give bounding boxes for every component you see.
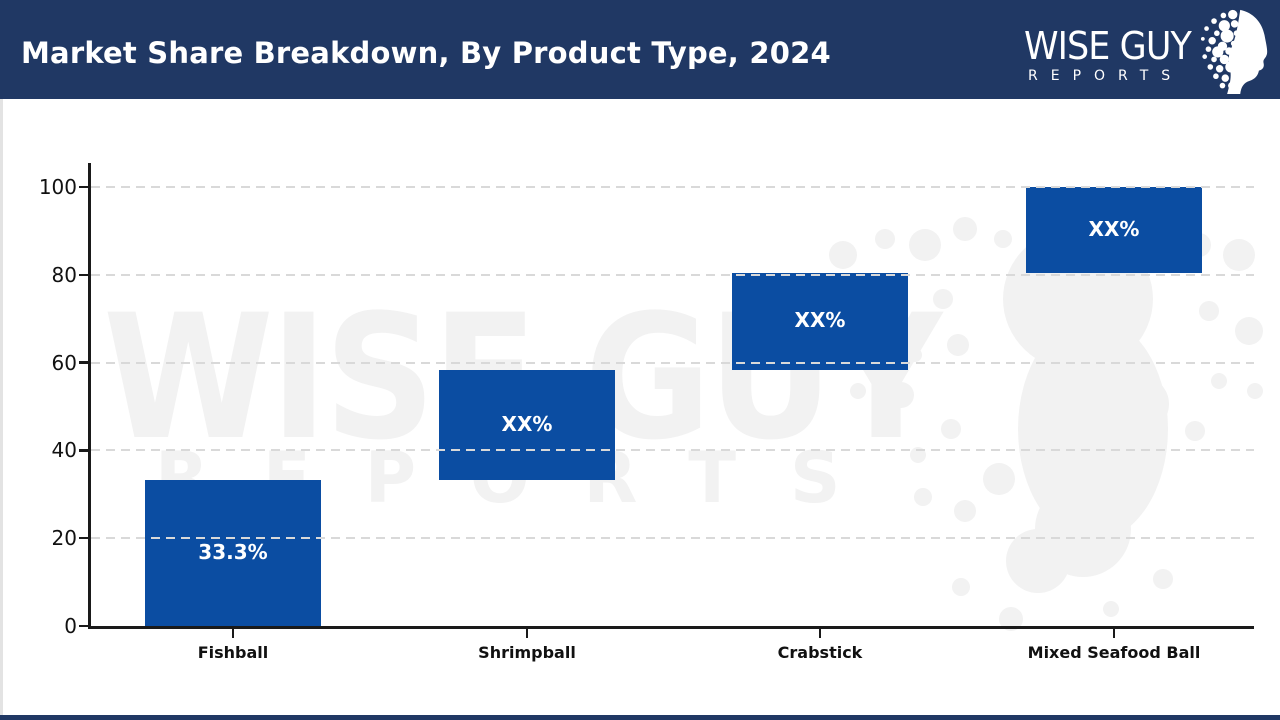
gridline-40	[91, 449, 1254, 452]
gridline-20	[91, 537, 1254, 540]
logo-wordmark: WISE GUY	[1024, 24, 1192, 68]
gridline-60	[91, 361, 1254, 364]
x-tick-mixed-seafood-ball	[1112, 626, 1116, 638]
y-tick-0	[79, 624, 91, 628]
y-tick-label-60: 60	[51, 350, 77, 375]
bar-fishball	[145, 479, 321, 626]
header-bar: Market Share Breakdown, By Product Type,…	[0, 0, 1280, 99]
y-tick-60	[79, 361, 91, 364]
wiseguy-logo: WISE GUY REPORTS	[1018, 6, 1268, 96]
x-axis-line	[88, 626, 1254, 629]
y-tick-100	[79, 185, 91, 189]
y-tick-label-100: 100	[38, 175, 77, 199]
chart-area: WISE GUY REPORTS	[0, 99, 1280, 715]
footer-bar	[0, 715, 1280, 720]
x-tick-label-fishball: Fishball	[197, 643, 269, 662]
y-tick-40	[79, 449, 91, 452]
gridline-100	[91, 186, 1254, 188]
bar-label-fishball: 33.3%	[198, 539, 268, 564]
page-title: Market Share Breakdown, By Product Type,…	[21, 36, 831, 70]
wiseguy-head-icon	[1200, 9, 1268, 94]
x-tick-shrimpball	[525, 626, 529, 638]
x-tick-label-shrimpball: Shrimpball	[478, 643, 576, 662]
plot-region: 33.3% XX% XX% XX% 0 20 40 60 80 100 Fishball Shrimp…	[3, 99, 1280, 715]
y-tick-20	[79, 536, 91, 540]
bar-label-mixed-seafood-ball: XX%	[1088, 216, 1140, 241]
logo-subtext: REPORTS	[1028, 68, 1184, 84]
y-tick-label-20: 20	[51, 526, 77, 551]
bar-shrimpball	[439, 370, 615, 480]
x-tick-fishball	[231, 626, 235, 638]
gridline-80	[91, 273, 1254, 276]
x-tick-crabstick	[818, 626, 822, 638]
y-tick-80	[79, 273, 91, 277]
x-tick-label-mixed-seafood-ball: Mixed Seafood Ball	[1027, 643, 1201, 662]
y-tick-label-80: 80	[51, 262, 77, 287]
y-tick-label-0: 0	[64, 614, 77, 638]
bar-label-crabstick: XX%	[794, 308, 846, 333]
x-tick-label-crabstick: Crabstick	[777, 643, 863, 662]
bar-label-shrimpball: XX%	[501, 411, 553, 436]
y-tick-label-40: 40	[51, 438, 77, 463]
y-axis-line	[88, 163, 91, 629]
